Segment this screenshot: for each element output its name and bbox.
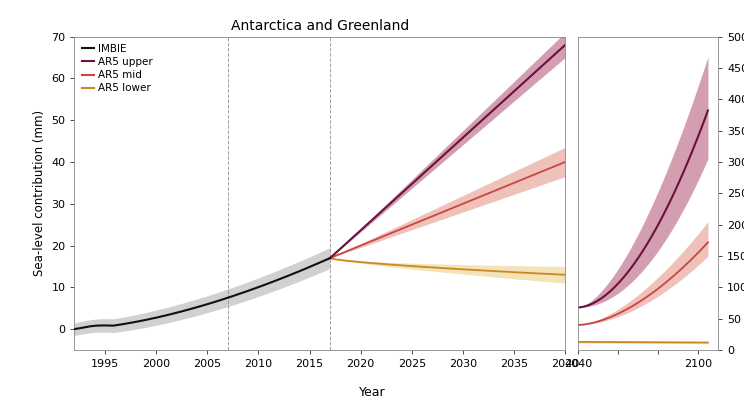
Text: Year: Year	[359, 386, 385, 399]
Legend: IMBIE, AR5 upper, AR5 mid, AR5 lower: IMBIE, AR5 upper, AR5 mid, AR5 lower	[80, 42, 155, 95]
Title: Antarctica and Greenland: Antarctica and Greenland	[231, 19, 409, 33]
Y-axis label: Sea-level contribution (mm): Sea-level contribution (mm)	[33, 110, 45, 276]
